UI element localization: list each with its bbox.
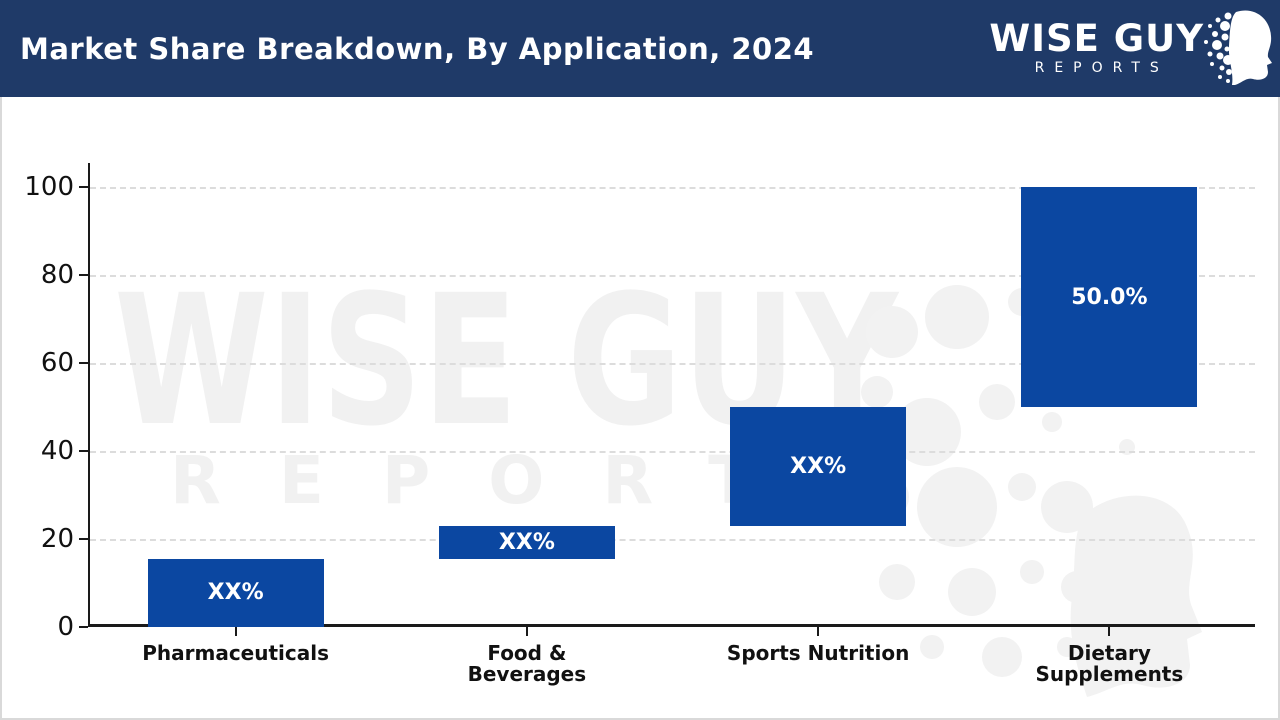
x-axis-category-label: Dietary Supplements: [1035, 641, 1184, 686]
header-bar: Market Share Breakdown, By Application, …: [0, 0, 1280, 97]
bar-value-label: XX%: [207, 580, 264, 606]
chart-canvas: WISE GUY REPORTS 0 20 40 60 80 100 XX% Pharmace…: [0, 97, 1280, 720]
logo-head-icon: [1204, 10, 1272, 85]
wise-guy-reports-logo: WISE GUY REPORTS: [989, 4, 1276, 92]
plot-area: 0 20 40 60 80 100 XX% Pharmaceuticals XX% Food & …: [24, 163, 1255, 685]
x-tick-mark: [525, 627, 528, 636]
gridline: [90, 539, 1255, 541]
y-tick-label: 100: [24, 172, 74, 202]
y-tick-label: 0: [57, 612, 74, 642]
y-tick-label: 20: [40, 524, 74, 554]
y-tick-mark: [79, 186, 88, 188]
logo-subtitle: REPORTS: [1034, 59, 1169, 76]
x-tick-mark: [817, 627, 820, 636]
gridline: [90, 363, 1255, 365]
waterfall-bar: 50.0%: [1021, 187, 1198, 407]
waterfall-bar: XX%: [730, 407, 907, 526]
gridline: [90, 451, 1255, 453]
gridline: [90, 187, 1255, 189]
waterfall-bar: XX%: [438, 525, 615, 559]
waterfall-bar: XX%: [147, 558, 324, 627]
x-axis-baseline: [88, 624, 1255, 627]
gridline: [90, 275, 1255, 277]
chart-title: Market Share Breakdown, By Application, …: [20, 31, 815, 66]
logo-wordmark: WISE GUY: [989, 17, 1204, 61]
x-tick-mark: [1108, 627, 1111, 636]
logo-text: WISE GUY REPORTS: [989, 17, 1204, 76]
y-tick-mark: [79, 450, 88, 452]
y-tick-mark: [79, 274, 88, 276]
y-tick-label: 60: [40, 348, 74, 378]
y-tick-label: 40: [40, 436, 74, 466]
bar-value-label: XX%: [498, 529, 555, 555]
y-tick-mark: [79, 626, 88, 628]
y-tick-mark: [79, 362, 88, 364]
y-axis-spine: [88, 163, 90, 627]
x-tick-mark: [234, 627, 237, 636]
bar-value-label: XX%: [790, 453, 847, 479]
y-tick-label: 80: [40, 260, 74, 290]
y-tick-mark: [79, 538, 88, 540]
x-axis-category-label: Sports Nutrition: [726, 641, 910, 665]
bar-value-label: 50.0%: [1071, 284, 1148, 310]
x-axis-category-label: Pharmaceuticals: [142, 641, 330, 665]
x-axis-category-label: Food & Beverages: [467, 641, 587, 686]
